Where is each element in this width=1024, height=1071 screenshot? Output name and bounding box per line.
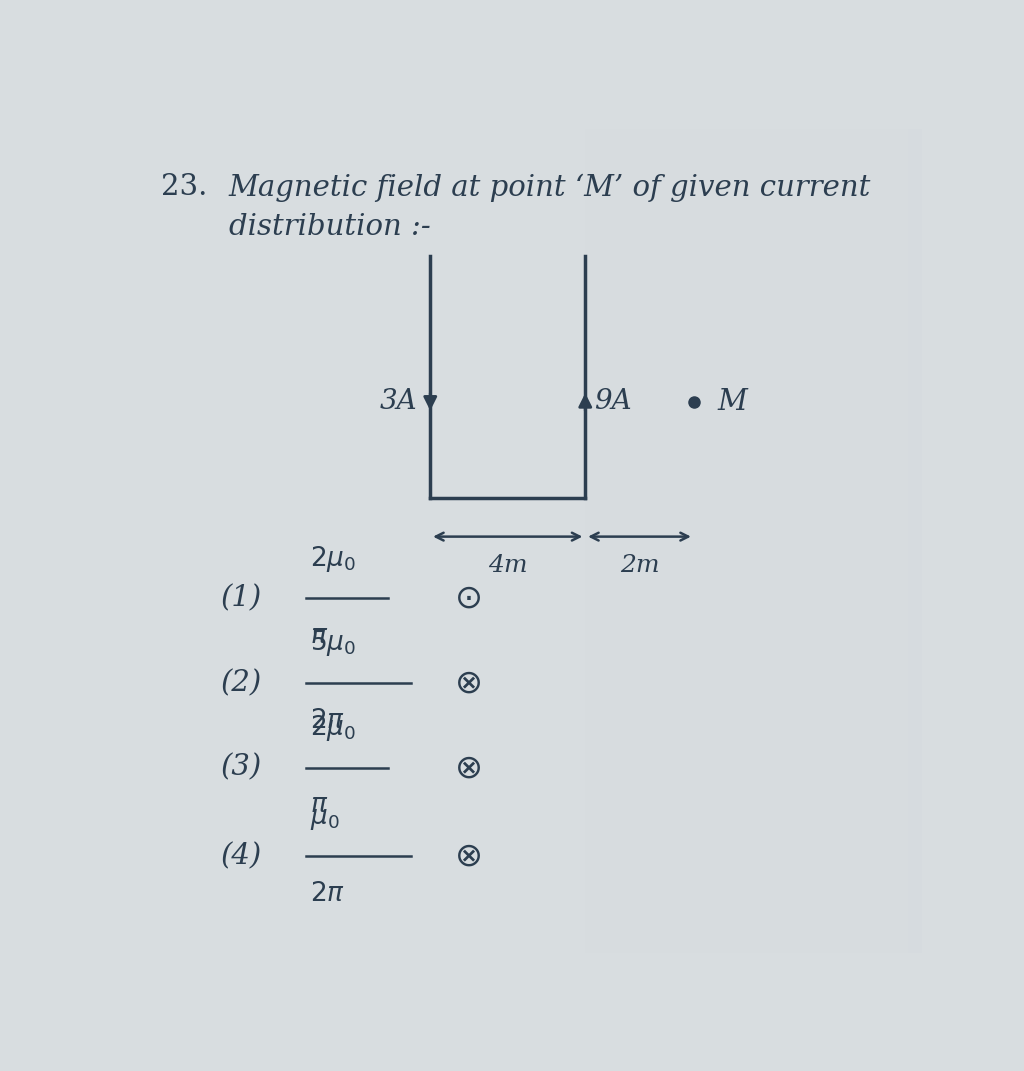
Text: $\pi$: $\pi$ xyxy=(310,623,329,649)
Bar xyxy=(827,129,847,953)
Bar xyxy=(726,129,746,953)
Text: (4): (4) xyxy=(221,842,262,870)
Text: $\otimes$: $\otimes$ xyxy=(454,840,480,873)
Bar xyxy=(907,129,928,953)
Text: 23.: 23. xyxy=(161,174,207,201)
Text: M: M xyxy=(717,388,746,416)
Text: 2m: 2m xyxy=(620,554,659,576)
Bar xyxy=(746,129,767,953)
Text: $2\pi$: $2\pi$ xyxy=(310,708,345,734)
Bar xyxy=(807,129,827,953)
Text: $\pi$: $\pi$ xyxy=(310,793,329,818)
Bar xyxy=(565,129,586,953)
Bar xyxy=(686,129,707,953)
Text: $5\mu_0$: $5\mu_0$ xyxy=(310,629,356,659)
Bar xyxy=(888,129,907,953)
Text: distribution :-: distribution :- xyxy=(228,213,430,241)
Text: (3): (3) xyxy=(221,754,262,782)
Bar xyxy=(867,129,888,953)
Text: 3A: 3A xyxy=(380,389,418,416)
Bar xyxy=(586,129,605,953)
Bar xyxy=(626,129,646,953)
Text: $\otimes$: $\otimes$ xyxy=(454,751,480,784)
Text: $2\mu_0$: $2\mu_0$ xyxy=(310,713,356,743)
Bar xyxy=(707,129,726,953)
Bar xyxy=(767,129,786,953)
Text: $\mu_0$: $\mu_0$ xyxy=(310,805,340,831)
Bar xyxy=(524,129,545,953)
Text: $\otimes$: $\otimes$ xyxy=(454,666,480,699)
Bar xyxy=(847,129,867,953)
Bar xyxy=(605,129,626,953)
Text: 9A: 9A xyxy=(595,389,632,416)
Bar xyxy=(545,129,565,953)
Bar xyxy=(646,129,666,953)
Text: $\odot$: $\odot$ xyxy=(454,582,480,615)
Text: (1): (1) xyxy=(221,584,262,613)
Text: $2\mu_0$: $2\mu_0$ xyxy=(310,544,356,574)
Text: 4m: 4m xyxy=(488,554,527,576)
Text: (2): (2) xyxy=(221,669,262,697)
Text: $2\pi$: $2\pi$ xyxy=(310,880,345,907)
Bar xyxy=(786,129,807,953)
Text: Magnetic field at point ‘M’ of given current: Magnetic field at point ‘M’ of given cur… xyxy=(228,174,871,201)
Bar xyxy=(666,129,686,953)
